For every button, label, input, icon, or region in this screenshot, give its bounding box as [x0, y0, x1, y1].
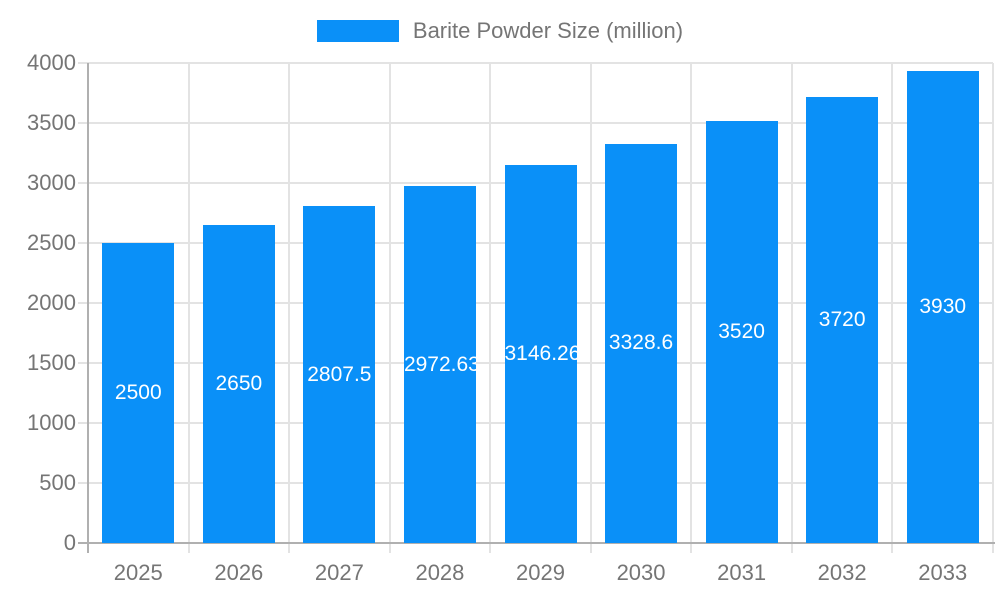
gridline-vertical [489, 63, 492, 543]
x-axis-line [78, 542, 995, 544]
x-axis-tick [690, 543, 693, 553]
gridline-horizontal [88, 122, 993, 124]
bar-2032[interactable]: 3720 [806, 96, 879, 543]
gridline-vertical [891, 63, 894, 543]
x-axis-tick [288, 543, 291, 553]
x-axis-label: 2032 [817, 560, 867, 585]
x-axis-tick [992, 543, 994, 553]
x-axis-tick [388, 543, 391, 553]
gridline-horizontal [88, 62, 993, 64]
y-axis-label: 1500 [27, 350, 76, 375]
x-axis-label: 2029 [516, 560, 565, 585]
x-axis-label: 2031 [717, 560, 767, 585]
x-axis-label: 2027 [314, 560, 364, 585]
y-axis-tick [78, 482, 88, 484]
bar-2033[interactable]: 3930 [906, 71, 979, 543]
y-axis-label: 3000 [27, 170, 76, 195]
gridline-vertical [589, 63, 592, 543]
x-axis-tick [489, 543, 492, 553]
y-axis-label: 3500 [27, 110, 76, 135]
y-axis-tick [78, 242, 88, 244]
x-axis-label: 2025 [113, 560, 163, 585]
y-axis-label: 2000 [27, 290, 76, 315]
bar-2026[interactable]: 2650 [202, 225, 275, 543]
gridline-vertical [992, 63, 994, 543]
y-axis-tick [78, 302, 88, 304]
y-axis-tick [78, 122, 88, 124]
gridline-vertical [690, 63, 693, 543]
y-axis-tick [78, 422, 88, 424]
x-axis-label: 2030 [616, 560, 666, 585]
bar-2028[interactable]: 2972.63 [403, 186, 476, 543]
gridline-vertical [288, 63, 291, 543]
x-axis-tick [187, 543, 190, 553]
bar-value-label: 3930 [919, 295, 967, 319]
bar-2027[interactable]: 2807.5 [303, 206, 376, 543]
gridline-vertical [790, 63, 793, 543]
legend: Barite Powder Size (million) [0, 19, 1000, 43]
bar-2030[interactable]: 3328.6 [605, 143, 678, 543]
bar-value-label: 2807.5 [307, 362, 372, 386]
y-axis-label: 2500 [27, 230, 76, 255]
y-axis-label: 4000 [27, 50, 76, 75]
legend-swatch-icon [316, 20, 399, 42]
y-axis-label: 1000 [27, 410, 76, 435]
x-axis-tick [589, 543, 592, 553]
bar-value-label: 2972.63 [403, 352, 476, 376]
y-axis-tick [78, 362, 88, 364]
y-axis-label: 0 [63, 530, 76, 555]
legend-label: Barite Powder Size (million) [412, 18, 684, 43]
y-axis-line [87, 63, 89, 553]
y-axis-tick [78, 182, 88, 184]
x-axis-tick [790, 543, 793, 553]
bar-2029[interactable]: 3146.26 [504, 165, 577, 543]
gridline-vertical [187, 63, 190, 543]
x-axis-label: 2026 [214, 560, 264, 585]
bar-value-label: 3720 [818, 307, 866, 331]
bar-value-label: 2650 [215, 372, 263, 395]
x-axis-label: 2028 [415, 560, 465, 585]
x-axis-label: 2033 [918, 560, 968, 585]
bar-value-label: 3520 [718, 319, 765, 343]
bar-value-label: 3328.6 [608, 331, 674, 355]
bar-value-label: 2500 [114, 381, 162, 404]
y-axis-label: 500 [39, 470, 76, 495]
bar-value-label: 3146.26 [504, 342, 577, 366]
bar-2025[interactable]: 2500 [102, 243, 175, 543]
gridline-vertical [388, 63, 391, 543]
x-axis-tick [891, 543, 894, 553]
y-axis-tick [78, 62, 88, 64]
bar-2031[interactable]: 3520 [705, 120, 778, 543]
legend-item[interactable]: Barite Powder Size (million) [316, 18, 684, 43]
